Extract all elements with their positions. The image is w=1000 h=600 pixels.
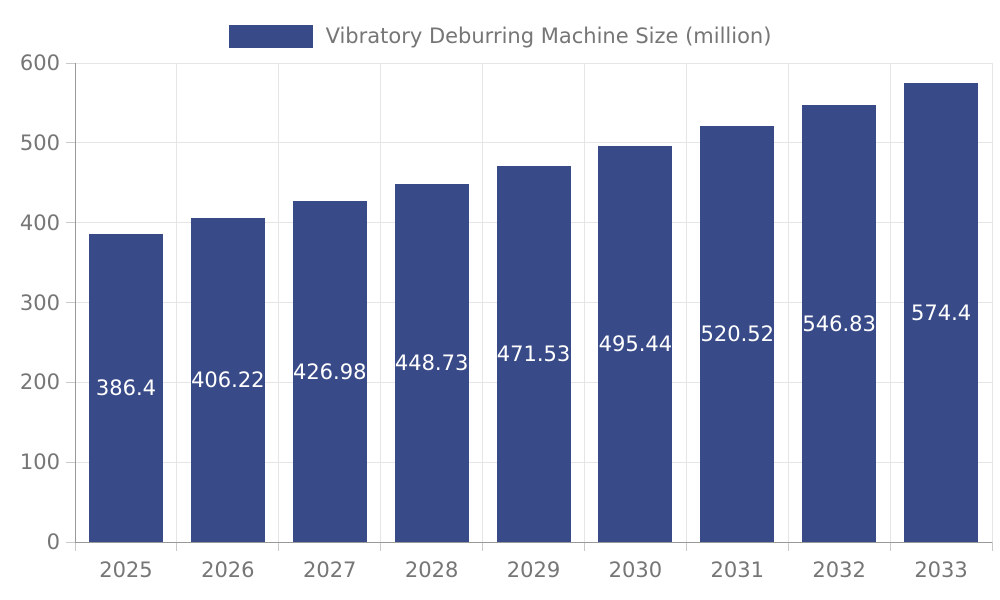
x-gridline (380, 63, 382, 542)
y-axis-tick-label: 500 (19, 130, 60, 155)
bar-value-label: 386.4 (95, 375, 156, 400)
x-axis-tick-label: 2032 (812, 558, 866, 582)
y-axis-tick-label: 600 (19, 51, 60, 75)
y-axis-line (74, 63, 76, 542)
x-axis-tick (991, 542, 993, 551)
bar-2025 (88, 233, 163, 542)
x-axis-line (74, 541, 992, 543)
legend-label: Vibratory Deburring Machine Size (millio… (325, 24, 772, 48)
bar-2031 (700, 126, 775, 542)
bar-2027 (292, 201, 367, 542)
x-axis-tick-label: 2028 (404, 558, 459, 582)
bar-2033 (904, 83, 979, 542)
bar-value-label: 426.98 (292, 359, 367, 384)
x-axis-tick (685, 542, 687, 551)
x-axis-tick-label: 2031 (710, 558, 764, 582)
x-axis-tick (889, 542, 891, 551)
x-axis-tick-label: 2026 (201, 558, 255, 582)
bar-2026 (190, 217, 265, 542)
bar-2032 (802, 105, 877, 542)
bar-2028 (394, 183, 469, 542)
y-axis-tick-label: 0 (46, 530, 60, 554)
x-gridline (482, 63, 484, 542)
x-gridline (685, 63, 687, 542)
bar-value-label: 495.44 (598, 332, 673, 357)
x-axis-tick (278, 542, 280, 551)
y-axis-tick (66, 222, 75, 224)
x-axis-tick-label: 2027 (302, 558, 357, 582)
x-gridline (278, 63, 280, 542)
x-gridline (991, 63, 993, 542)
y-gridline (75, 62, 992, 64)
x-axis-tick-label: 2033 (914, 558, 968, 582)
x-axis-tick (787, 542, 789, 551)
x-axis-tick (74, 542, 76, 551)
bar-value-label: 448.73 (394, 350, 469, 375)
y-axis-tick-label: 100 (19, 450, 60, 475)
legend: Vibratory Deburring Machine Size (millio… (0, 22, 1000, 50)
bar-value-label: 471.53 (496, 341, 571, 366)
y-axis-tick (66, 381, 75, 383)
y-axis-tick (66, 302, 75, 303)
bar-2030 (598, 146, 673, 542)
x-axis-tick (583, 542, 585, 551)
bar-2029 (496, 165, 571, 542)
y-axis-tick-label: 300 (19, 290, 60, 315)
bar-value-label: 574.4 (910, 300, 972, 325)
x-axis-tick (482, 542, 484, 551)
legend-swatch (228, 24, 313, 48)
x-axis-tick-label: 2025 (99, 558, 153, 582)
x-axis-tick-label: 2030 (608, 558, 663, 582)
bar-value-label: 520.52 (700, 322, 774, 347)
y-axis-tick-label: 200 (19, 370, 60, 395)
bar-value-label: 406.22 (191, 367, 265, 392)
y-axis-tick (66, 541, 75, 543)
x-gridline (176, 63, 178, 542)
bar-value-label: 546.83 (802, 311, 876, 336)
x-gridline (583, 63, 585, 542)
x-gridline (787, 63, 789, 542)
y-gridline (75, 142, 992, 144)
x-axis-tick (380, 542, 382, 551)
x-axis-tick-label: 2029 (506, 558, 561, 582)
y-axis-tick (66, 142, 75, 144)
x-gridline (889, 63, 891, 542)
y-axis-tick (66, 461, 75, 463)
x-axis-tick (176, 542, 178, 551)
y-axis-tick (66, 62, 75, 64)
y-axis-tick-label: 400 (19, 210, 60, 235)
